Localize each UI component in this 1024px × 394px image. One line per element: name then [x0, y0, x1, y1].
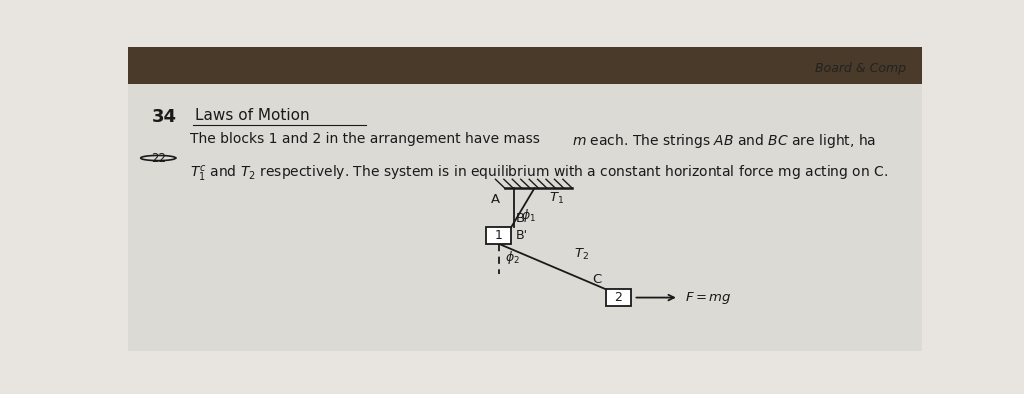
- Text: $F= mg$: $F= mg$: [685, 290, 732, 306]
- Text: $m$ each. The strings $AB$ and $BC$ are light, ha: $m$ each. The strings $AB$ and $BC$ are …: [572, 132, 877, 150]
- Text: B: B: [515, 212, 524, 225]
- Text: Board & Comp: Board & Comp: [815, 62, 905, 75]
- Text: $\phi_1$: $\phi_1$: [521, 207, 536, 224]
- Text: A: A: [492, 193, 500, 206]
- Text: 1: 1: [495, 229, 503, 242]
- Text: $\phi_2$: $\phi_2$: [505, 249, 520, 266]
- Bar: [486, 227, 511, 244]
- Text: Laws of Motion: Laws of Motion: [196, 108, 310, 123]
- Text: The blocks 1 and 2 in the arrangement have mass: The blocks 1 and 2 in the arrangement ha…: [189, 132, 540, 146]
- Text: $T_2$: $T_2$: [574, 247, 590, 262]
- Text: 2: 2: [614, 291, 623, 304]
- Text: 34: 34: [152, 108, 177, 126]
- Text: 22: 22: [151, 152, 166, 165]
- Text: $T_1$: $T_1$: [549, 191, 563, 206]
- Bar: [128, 47, 922, 84]
- Text: $T_1^c$ and $T_2$ respectively. The system is in equilibrium with a constant hor: $T_1^c$ and $T_2$ respectively. The syst…: [189, 164, 888, 184]
- Text: B': B': [515, 229, 527, 242]
- Text: C: C: [593, 273, 602, 286]
- Bar: [606, 289, 631, 306]
